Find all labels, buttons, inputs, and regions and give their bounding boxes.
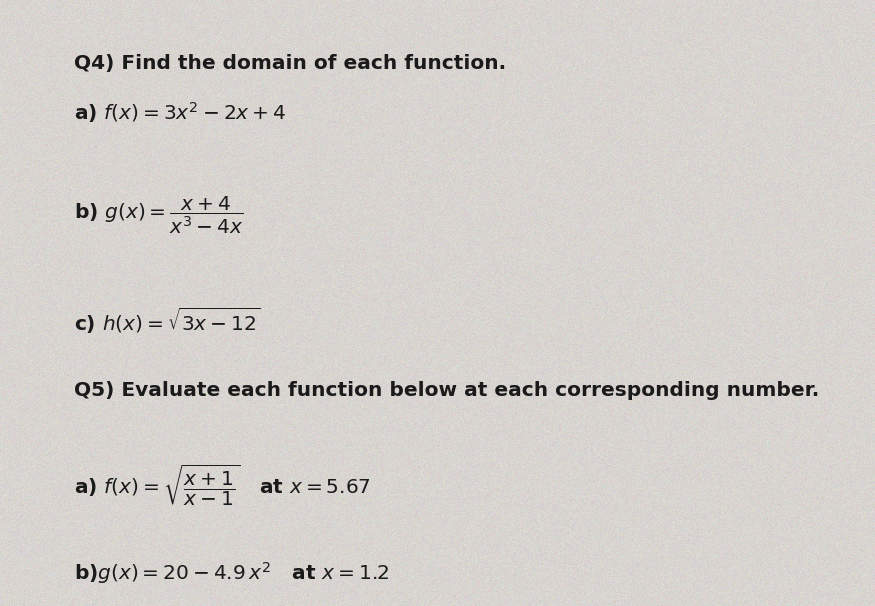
Text: b)$g\left(x\right)=20-4.9\,x^2$   at $x=1.2$: b)$g\left(x\right)=20-4.9\,x^2$ at $x=1.… bbox=[74, 560, 389, 585]
Text: b) $g\left(x\right)=\dfrac{x+4}{x^3-4x}$: b) $g\left(x\right)=\dfrac{x+4}{x^3-4x}$ bbox=[74, 195, 244, 236]
Text: c) $h\left(x\right)=\sqrt{3x-12}$: c) $h\left(x\right)=\sqrt{3x-12}$ bbox=[74, 306, 261, 336]
Text: a) $f\left(x\right)=\sqrt{\dfrac{x+1}{x-1}}$   at $x=5.67$: a) $f\left(x\right)=\sqrt{\dfrac{x+1}{x-… bbox=[74, 462, 371, 508]
Text: a) $f\left(x\right)=3x^2-2x+4$: a) $f\left(x\right)=3x^2-2x+4$ bbox=[74, 99, 286, 125]
Text: Q5) Evaluate each function below at each corresponding number.: Q5) Evaluate each function below at each… bbox=[74, 381, 820, 401]
Text: Q4) Find the domain of each function.: Q4) Find the domain of each function. bbox=[74, 54, 507, 73]
